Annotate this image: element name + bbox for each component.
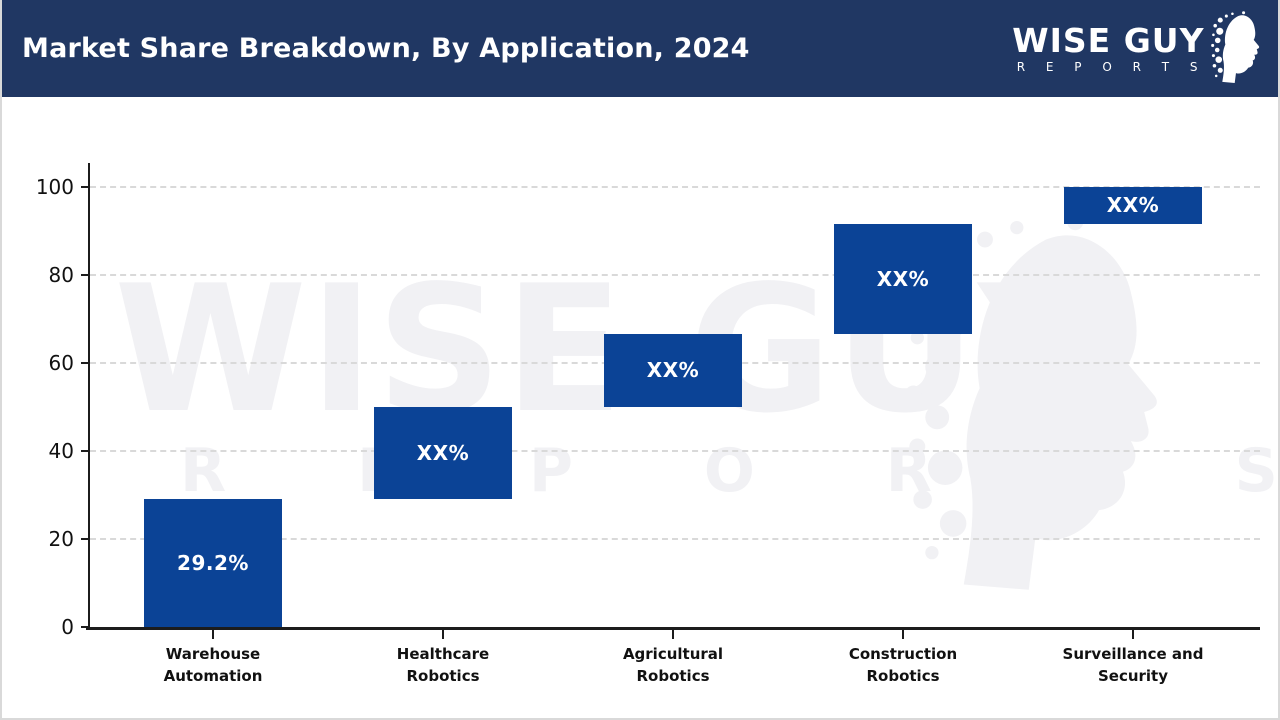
x-axis-label-line: Healthcare bbox=[396, 645, 490, 663]
gridline-100 bbox=[90, 186, 1260, 188]
bar-value-label: 29.2% bbox=[177, 550, 249, 575]
bar-construction-robotics: XX% bbox=[834, 223, 972, 334]
y-tick-label-0: 0 bbox=[61, 615, 74, 639]
x-axis-label-line: Security bbox=[1097, 666, 1169, 685]
logo-wordmark: WISE GUY bbox=[1012, 20, 1205, 60]
y-tick-80 bbox=[81, 274, 90, 276]
chart-plot-area: WISE GUY R E P O R T S 29.2% XX% XX% XX% XX%… bbox=[2, 97, 1278, 718]
x-axis-label-agricultural-robotics: Agricultural Robotics bbox=[553, 644, 793, 688]
logo-subtitle: R E P O R T S bbox=[1016, 59, 1206, 74]
chart-title: Market Share Breakdown, By Application, … bbox=[22, 33, 750, 64]
logo-wordmark-block: WISE GUY R E P O R T S bbox=[1011, 24, 1206, 74]
gridline-40 bbox=[90, 450, 1260, 452]
bar-warehouse-automation: 29.2% bbox=[144, 498, 282, 627]
x-axis-label-line: Warehouse bbox=[165, 645, 261, 663]
dotted-head-profile-icon bbox=[1210, 11, 1266, 87]
y-tick-40 bbox=[81, 450, 90, 452]
y-tick-100 bbox=[81, 186, 90, 188]
x-axis-label-line: Robotics bbox=[636, 666, 710, 685]
x-axis-label-line: Surveillance and bbox=[1062, 645, 1204, 663]
x-axis-label-line: Robotics bbox=[406, 666, 480, 685]
bar-value-label: XX% bbox=[646, 358, 700, 383]
x-tick-construction-robotics bbox=[902, 630, 904, 639]
y-tick-0 bbox=[81, 626, 90, 628]
bar-agricultural-robotics: XX% bbox=[604, 333, 742, 407]
y-axis-line bbox=[88, 163, 90, 630]
header-bar: Market Share Breakdown, By Application, … bbox=[2, 0, 1278, 97]
gridline-20 bbox=[90, 538, 1260, 540]
x-axis-label-line: Automation bbox=[163, 666, 263, 685]
y-tick-label-80: 80 bbox=[48, 263, 74, 287]
bar-healthcare-robotics: XX% bbox=[374, 407, 512, 499]
x-tick-surveillance-and-security bbox=[1132, 630, 1134, 639]
y-tick-20 bbox=[81, 538, 90, 540]
y-tick-label-100: 100 bbox=[35, 175, 74, 199]
y-tick-label-20: 20 bbox=[48, 527, 74, 551]
x-tick-healthcare-robotics bbox=[442, 630, 444, 639]
x-axis-label-surveillance-and-security: Surveillance and Security bbox=[1013, 644, 1253, 688]
x-axis-label-construction-robotics: Construction Robotics bbox=[783, 644, 1023, 688]
bar-value-label: XX% bbox=[416, 440, 470, 465]
gridline-80 bbox=[90, 274, 1260, 276]
x-axis-line bbox=[86, 627, 1260, 630]
bar-value-label: XX% bbox=[876, 266, 930, 291]
x-axis-label-line: Robotics bbox=[866, 666, 940, 685]
bar-value-label: XX% bbox=[1106, 193, 1160, 218]
x-axis-label-line: Agricultural bbox=[622, 645, 724, 663]
x-tick-warehouse-automation bbox=[212, 630, 214, 639]
bar-surveillance-and-security: XX% bbox=[1064, 187, 1202, 224]
wise-guy-reports-logo: WISE GUY R E P O R T S bbox=[1011, 11, 1266, 87]
x-tick-agricultural-robotics bbox=[672, 630, 674, 639]
y-tick-label-40: 40 bbox=[48, 439, 74, 463]
x-axis-label-line: Construction bbox=[848, 645, 958, 663]
x-axis-label-warehouse-automation: Warehouse Automation bbox=[93, 644, 333, 688]
y-tick-60 bbox=[81, 362, 90, 364]
x-axis-label-healthcare-robotics: Healthcare Robotics bbox=[323, 644, 563, 688]
y-tick-label-60: 60 bbox=[48, 351, 74, 375]
